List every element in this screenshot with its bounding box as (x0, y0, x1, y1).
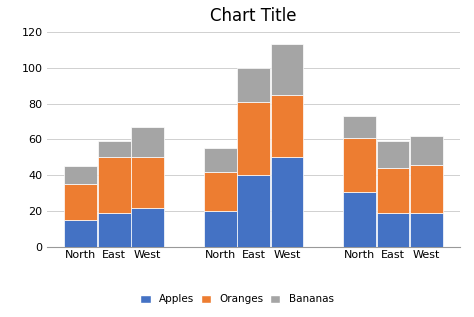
Bar (410, 213, 443, 247)
Bar (343, 191, 376, 247)
Legend: Apples, Oranges, Bananas: Apples, Oranges, Bananas (136, 290, 338, 309)
Bar (376, 168, 409, 213)
Bar (376, 141, 409, 168)
Bar (271, 44, 303, 94)
Bar (410, 136, 443, 165)
Bar (204, 148, 237, 172)
Bar (204, 211, 237, 247)
Bar (131, 127, 164, 158)
Bar (271, 158, 303, 247)
Bar (343, 116, 376, 138)
Bar (64, 220, 97, 247)
Bar (237, 175, 270, 247)
Bar (204, 172, 237, 211)
Bar (98, 158, 131, 213)
Bar (410, 165, 443, 213)
Bar (64, 166, 97, 184)
Bar (271, 94, 303, 158)
Bar (64, 184, 97, 220)
Bar (98, 213, 131, 247)
Bar (98, 141, 131, 158)
Bar (343, 138, 376, 191)
Bar (131, 208, 164, 247)
Bar (376, 213, 409, 247)
Bar (237, 102, 270, 175)
Title: Chart Title: Chart Title (210, 7, 297, 25)
Bar (237, 68, 270, 102)
Bar (131, 158, 164, 208)
